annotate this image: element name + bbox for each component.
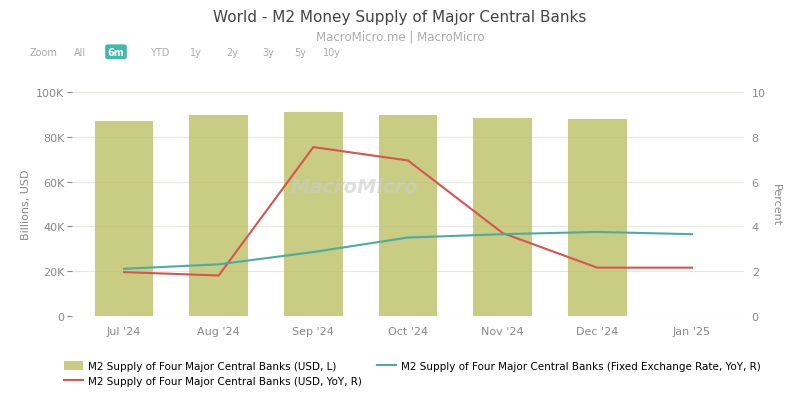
- Bar: [190, 115, 248, 316]
- Text: Zoom: Zoom: [30, 48, 58, 58]
- Text: All: All: [74, 48, 86, 58]
- Text: World - M2 Money Supply of Major Central Banks: World - M2 Money Supply of Major Central…: [214, 10, 586, 25]
- Text: YTD: YTD: [150, 48, 170, 58]
- Text: 10y: 10y: [323, 48, 341, 58]
- Text: MacroMicro.me | MacroMicro: MacroMicro.me | MacroMicro: [316, 30, 484, 43]
- Bar: [94, 122, 154, 316]
- Bar: [474, 119, 532, 316]
- Text: 2y: 2y: [226, 48, 238, 58]
- Bar: [284, 113, 342, 316]
- Y-axis label: Percent: Percent: [771, 183, 781, 226]
- Text: 1y: 1y: [190, 48, 202, 58]
- Text: 3y: 3y: [262, 48, 274, 58]
- Bar: [568, 120, 626, 316]
- Text: 5y: 5y: [294, 48, 306, 58]
- Text: 6m: 6m: [108, 48, 124, 58]
- Bar: [378, 115, 438, 316]
- Y-axis label: Billions, USD: Billions, USD: [21, 169, 30, 240]
- Text: MacroMicro: MacroMicro: [290, 177, 418, 196]
- Legend: M2 Supply of Four Major Central Banks (USD, L), M2 Supply of Four Major Central : M2 Supply of Four Major Central Banks (U…: [64, 361, 761, 386]
